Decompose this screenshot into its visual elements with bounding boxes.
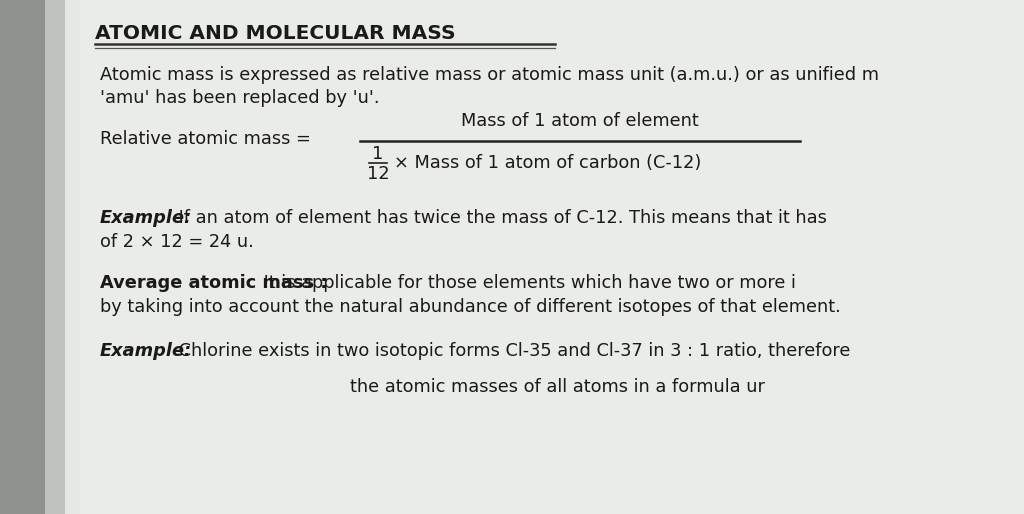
Text: Atomic mass is expressed as relative mass or atomic mass unit (a.m.u.) or as uni: Atomic mass is expressed as relative mas… <box>100 66 879 84</box>
Text: the atomic masses of all atoms in a formula ur: the atomic masses of all atoms in a form… <box>350 378 765 396</box>
Text: 1: 1 <box>373 145 384 163</box>
Text: 12: 12 <box>367 165 389 183</box>
Text: Example:: Example: <box>100 342 193 360</box>
FancyBboxPatch shape <box>0 0 45 514</box>
Text: Relative atomic mass =: Relative atomic mass = <box>100 130 316 148</box>
Text: Average atomic mass :: Average atomic mass : <box>100 274 328 292</box>
FancyBboxPatch shape <box>45 0 75 514</box>
Text: If an atom of element has twice the mass of C-12. This means that it has: If an atom of element has twice the mass… <box>173 209 826 227</box>
Text: of 2 × 12 = 24 u.: of 2 × 12 = 24 u. <box>100 233 254 251</box>
Text: × Mass of 1 atom of carbon (C-12): × Mass of 1 atom of carbon (C-12) <box>394 154 701 172</box>
Text: Example:: Example: <box>100 209 193 227</box>
Text: Mass of 1 atom of element: Mass of 1 atom of element <box>461 112 698 130</box>
Text: ATOMIC AND MOLECULAR MASS: ATOMIC AND MOLECULAR MASS <box>95 24 456 43</box>
Text: Chlorine exists in two isotopic forms Cl-35 and Cl-37 in 3 : 1 ratio, therefore: Chlorine exists in two isotopic forms Cl… <box>173 342 850 360</box>
Text: 'amu' has been replaced by 'u'.: 'amu' has been replaced by 'u'. <box>100 89 380 107</box>
FancyBboxPatch shape <box>80 0 1024 514</box>
Text: It is applicable for those elements which have two or more i: It is applicable for those elements whic… <box>258 274 796 292</box>
FancyBboxPatch shape <box>65 0 1024 514</box>
Text: by taking into account the natural abundance of different isotopes of that eleme: by taking into account the natural abund… <box>100 298 841 316</box>
